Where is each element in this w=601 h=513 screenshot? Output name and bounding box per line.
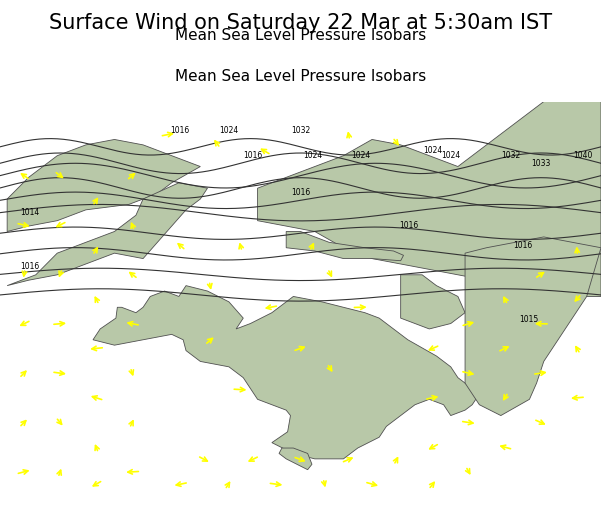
Polygon shape: [258, 102, 601, 297]
Text: 1024: 1024: [219, 126, 238, 135]
Text: Mean Sea Level Pressure Isobars: Mean Sea Level Pressure Isobars: [175, 33, 426, 48]
Text: 1015: 1015: [519, 315, 538, 324]
Text: 1024: 1024: [423, 146, 442, 155]
Text: Surface Wind on Saturday 22 Mar at 5:30am IST: Surface Wind on Saturday 22 Mar at 5:30a…: [49, 13, 552, 33]
Text: 1024: 1024: [351, 150, 370, 160]
Polygon shape: [286, 231, 403, 261]
Polygon shape: [401, 275, 465, 329]
Text: 1016: 1016: [291, 188, 310, 196]
Text: 1033: 1033: [531, 159, 551, 168]
Text: 1024: 1024: [441, 150, 460, 160]
Polygon shape: [7, 183, 207, 286]
Text: 1016: 1016: [243, 150, 262, 160]
Polygon shape: [7, 140, 200, 231]
Polygon shape: [279, 448, 312, 470]
Text: 1040: 1040: [573, 150, 593, 160]
Text: 1016: 1016: [399, 221, 418, 229]
Text: Mean Sea Level Pressure Isobars: Mean Sea Level Pressure Isobars: [175, 28, 426, 43]
Text: 1032: 1032: [501, 150, 520, 160]
Text: Surface Wind on Saturday 22 Mar at 5:30am IST: Surface Wind on Saturday 22 Mar at 5:30a…: [49, 18, 552, 38]
Text: Surface Wind on Saturday 22 Mar at 5:30am IST: Surface Wind on Saturday 22 Mar at 5:30a…: [49, 15, 552, 35]
Text: Mean Sea Level Pressure Isobars: Mean Sea Level Pressure Isobars: [175, 69, 426, 84]
Polygon shape: [93, 286, 480, 459]
Text: 1016: 1016: [20, 262, 40, 271]
Text: 1014: 1014: [20, 208, 40, 217]
Text: 1016: 1016: [513, 241, 532, 250]
Text: 1032: 1032: [291, 126, 310, 135]
Text: 1016: 1016: [171, 126, 190, 135]
Polygon shape: [465, 237, 601, 416]
Text: 1024: 1024: [303, 150, 322, 160]
